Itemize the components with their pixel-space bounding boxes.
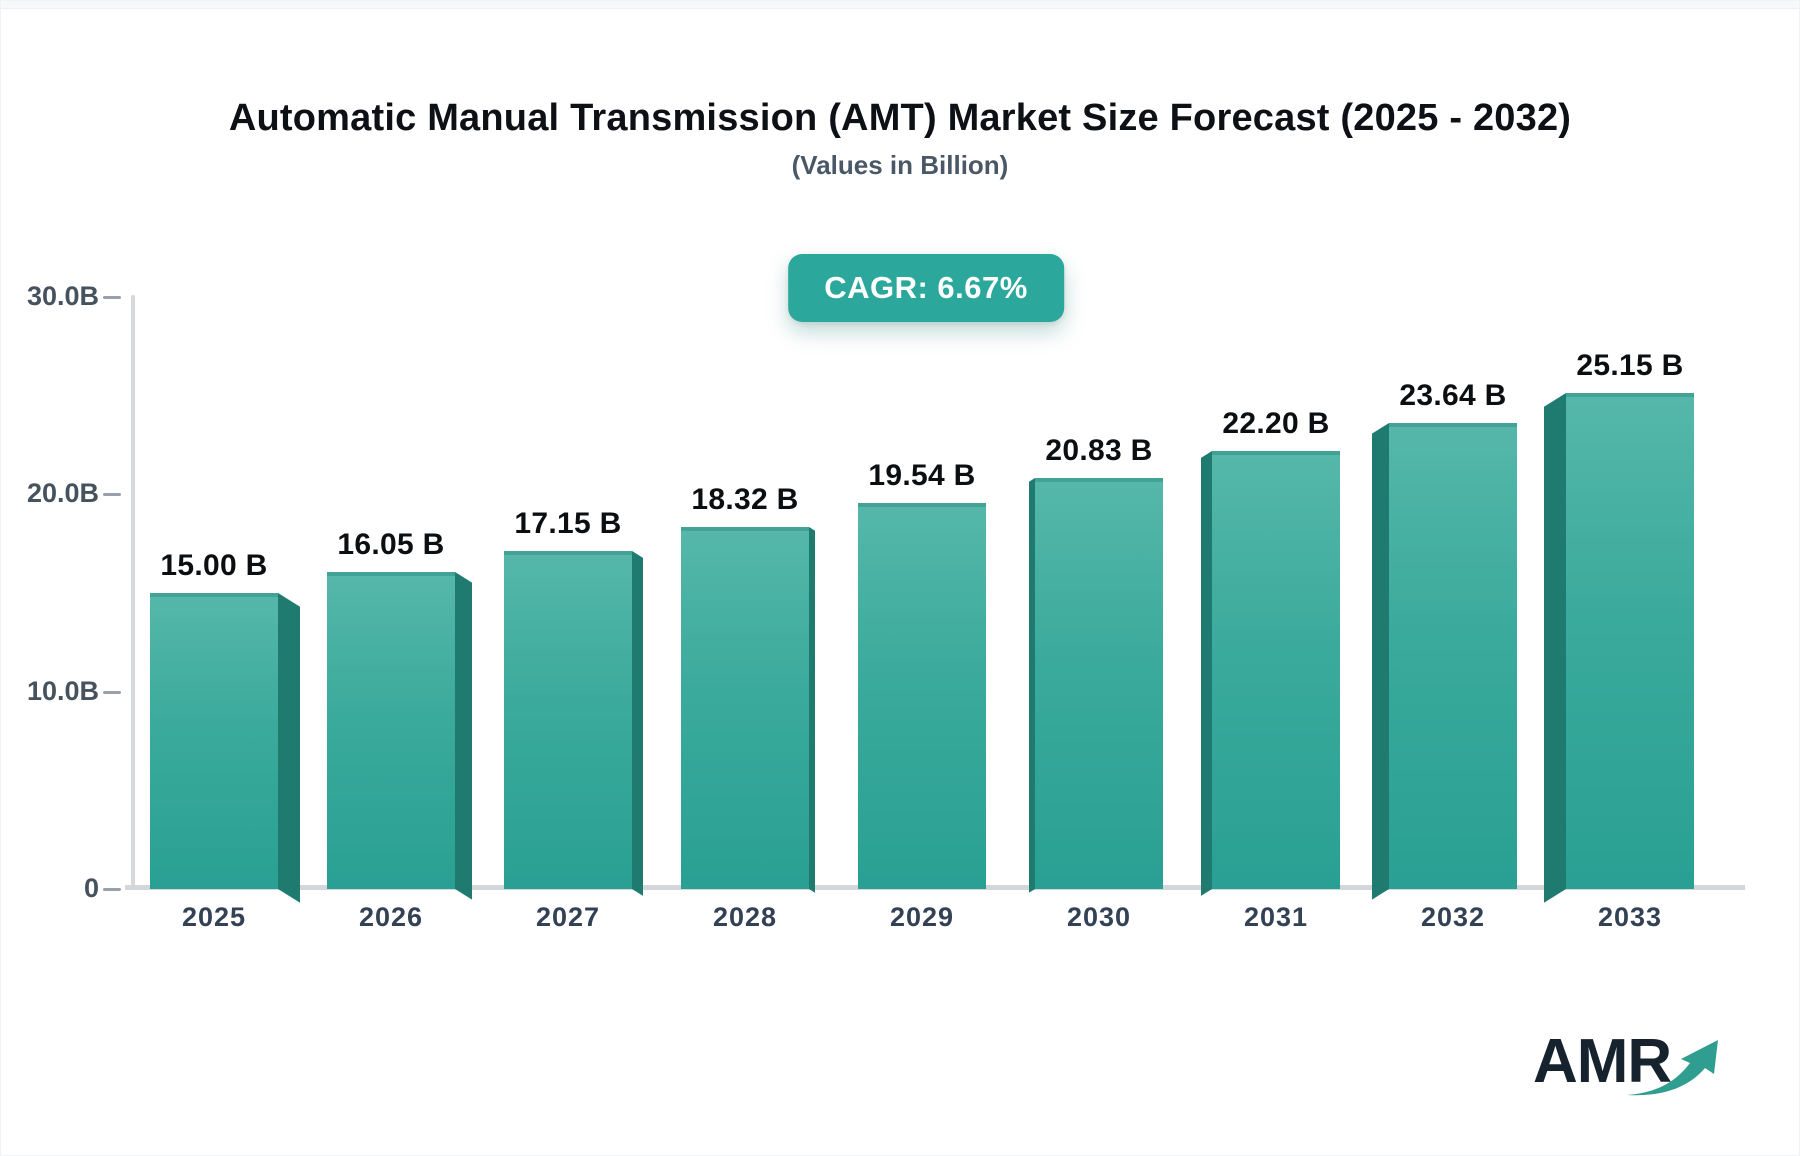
x-axis-label: 2031 [1243,902,1309,932]
bar-2026 [327,572,455,889]
bar-3d-side-face [278,593,300,903]
bar-value-label: 20.83 B [1045,434,1153,467]
y-axis-line [131,295,135,890]
bar-2025 [150,593,278,889]
bar-value-label: 19.54 B [868,459,976,492]
bar-3d-side-face [1201,451,1212,896]
bar-2029 [858,503,986,889]
x-axis-label: 2026 [358,902,424,932]
bar-2033 [1566,393,1694,889]
amr-logo: AMR [1533,1031,1723,1103]
amr-logo-text: AMR [1533,1027,1672,1096]
x-axis-label: 2032 [1420,902,1486,932]
bar-2028 [681,527,809,889]
cagr-badge-label: CAGR: 6.67% [824,270,1028,305]
x-axis-label: 2033 [1597,902,1663,932]
bar-2027 [504,551,632,889]
x-axis-label: 2027 [535,902,601,932]
bar-value-label: 18.32 B [691,483,799,516]
y-tick-mark [103,888,121,891]
x-axis-label: 2029 [889,902,955,932]
chart-subtitle: (Values in Billion) [791,150,1009,180]
bar-3d-side-face [809,527,815,893]
y-tick-label: 20.0B [26,478,99,509]
bar-value-label: 15.00 B [160,549,268,582]
bar-value-label: 17.15 B [514,507,622,540]
bar-2031 [1212,451,1340,889]
x-axis-label: 2025 [181,902,247,932]
bar-value-label: 16.05 B [337,528,445,561]
bar-3d-side-face [1372,423,1389,900]
page-top-border [1,1,1799,9]
bar-value-label: 22.20 B [1222,407,1330,440]
bar-3d-side-face [455,572,472,900]
bar-2032 [1389,423,1517,889]
y-tick-label: 30.0B [26,281,99,311]
chart-title: Automatic Manual Transmission (AMT) Mark… [228,97,1572,139]
bar-3d-side-face [632,551,643,896]
growth-arrow-icon [1627,1040,1719,1096]
cagr-badge: CAGR: 6.67% [788,254,1064,322]
y-tick-mark [103,296,121,299]
y-tick-label: 0 [83,873,99,903]
bar-3d-side-face [1544,393,1566,903]
x-axis-label: 2030 [1066,902,1132,932]
y-tick-mark [103,690,121,694]
y-tick-mark [103,493,121,497]
bar-2030 [1035,478,1163,889]
x-axis-label: 2028 [712,902,778,932]
bar-value-label: 25.15 B [1576,349,1684,382]
bar-value-label: 23.64 B [1399,379,1507,412]
y-tick-label: 10.0B [26,675,99,706]
